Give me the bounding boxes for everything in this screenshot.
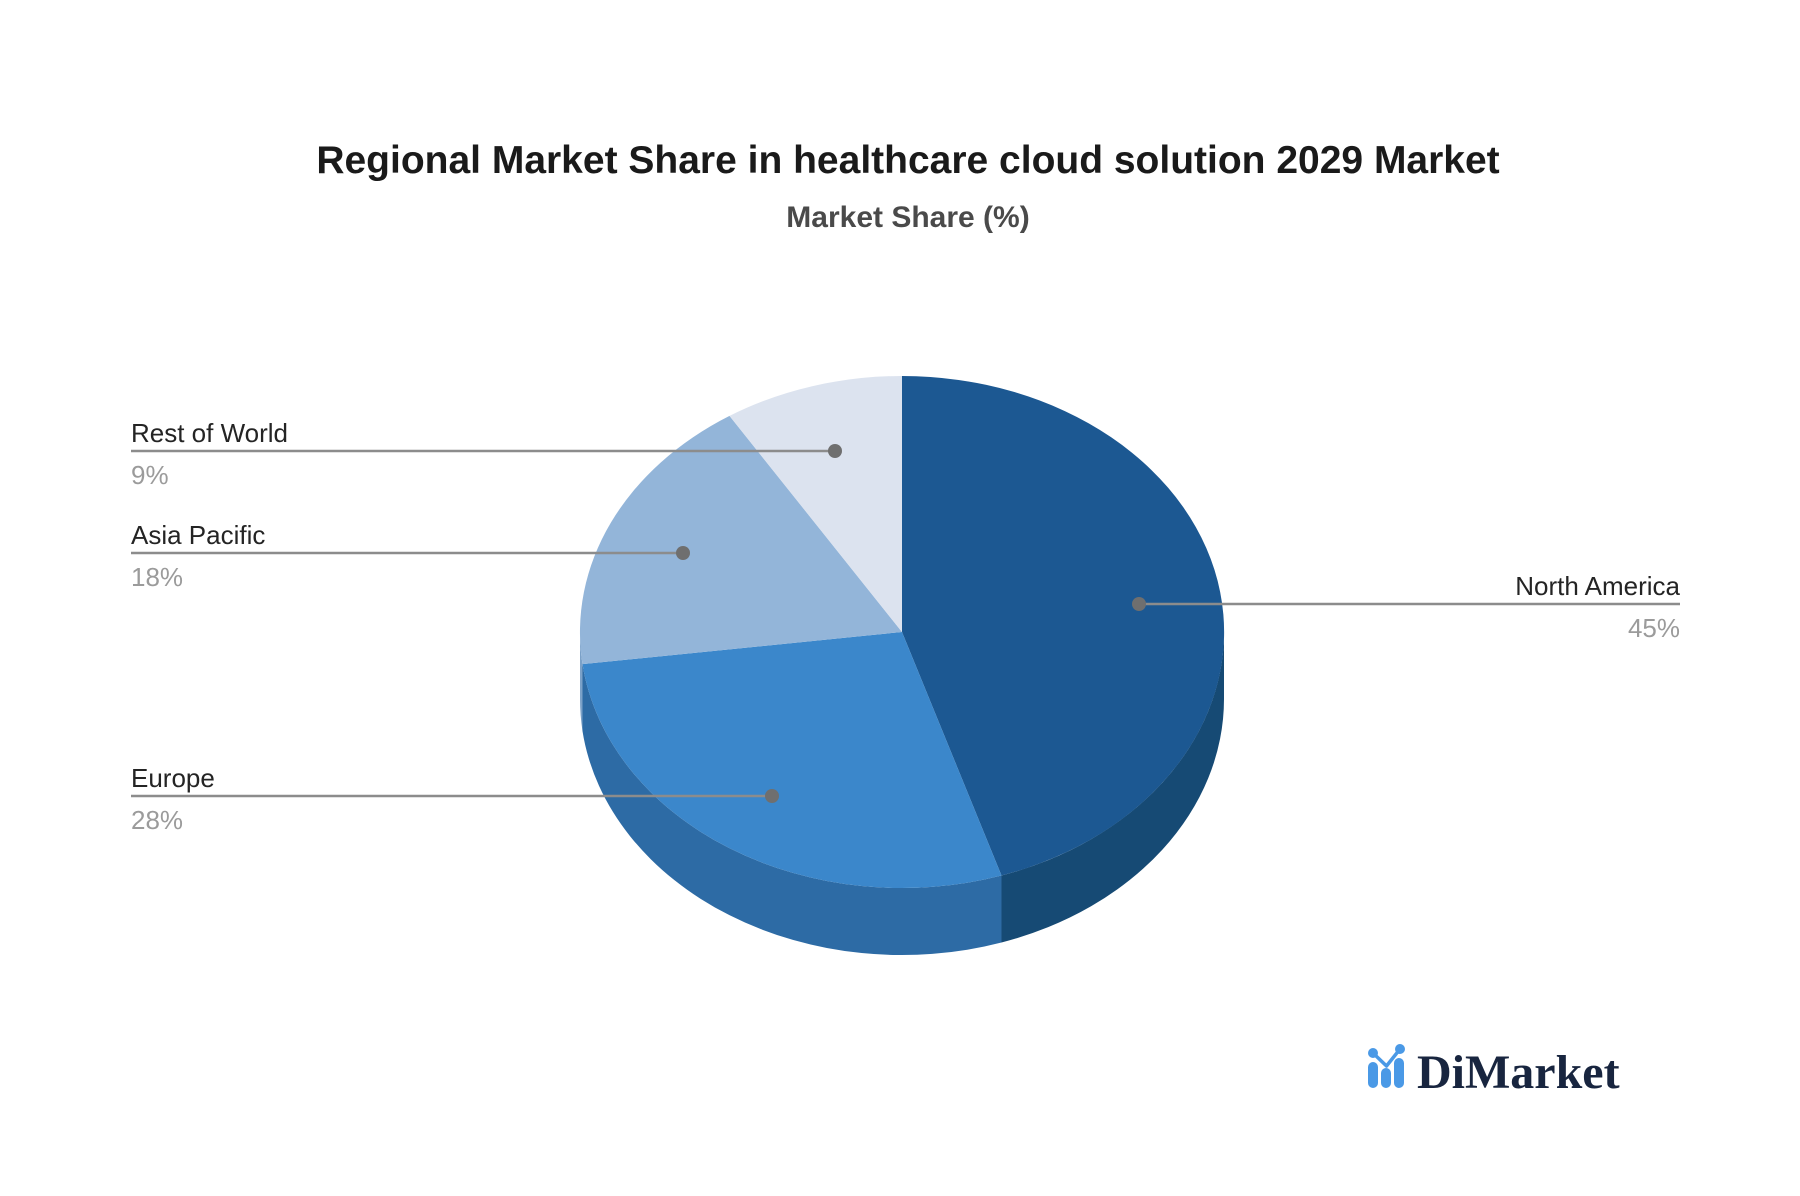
value-rest-of-world: 9% bbox=[131, 460, 169, 490]
logo-bar-2 bbox=[1381, 1068, 1391, 1088]
pie-side-asia-pacific bbox=[579, 632, 583, 732]
leader-dot-asia-pacific bbox=[676, 546, 690, 560]
label-north-america: North America bbox=[1515, 571, 1680, 601]
pie-slice-europe[interactable] bbox=[582, 632, 1002, 889]
logo-trend-line bbox=[1371, 1047, 1402, 1068]
pie-side-europe bbox=[582, 664, 1002, 956]
logo-bar-3 bbox=[1394, 1058, 1404, 1088]
bar-chart-trend-icon bbox=[1368, 1044, 1405, 1088]
pie-slice-rest-of-world[interactable] bbox=[729, 376, 903, 632]
logo-bar-1 bbox=[1368, 1062, 1378, 1088]
chart-title: Regional Market Share in healthcare clou… bbox=[316, 139, 1499, 182]
brand-logo: DiMarket bbox=[1368, 1044, 1620, 1099]
label-europe: Europe bbox=[131, 763, 215, 793]
label-rest-of-world: Rest of World bbox=[131, 418, 288, 448]
pie-3d-side-group bbox=[579, 632, 1224, 956]
chart-subtitle: Market Share (%) bbox=[786, 201, 1029, 234]
label-asia-pacific: Asia Pacific bbox=[131, 520, 265, 550]
value-asia-pacific: 18% bbox=[131, 562, 183, 592]
callout-lines-group bbox=[131, 444, 1680, 803]
logo-dot-1 bbox=[1368, 1048, 1378, 1058]
callout-labels-group: Rest of World 9% Asia Pacific 18% Europe… bbox=[131, 418, 1681, 835]
leader-dot-europe bbox=[765, 789, 779, 803]
pie-slices-group bbox=[579, 376, 1225, 889]
value-europe: 28% bbox=[131, 805, 183, 835]
pie-slice-north-america[interactable] bbox=[902, 376, 1225, 876]
leader-dot-north-america bbox=[1132, 597, 1146, 611]
logo-dot-2 bbox=[1395, 1044, 1405, 1054]
pie-slice-asia-pacific[interactable] bbox=[579, 415, 902, 665]
leader-dot-rest-of-world bbox=[828, 444, 842, 458]
value-north-america: 45% bbox=[1628, 613, 1680, 643]
pie-side-north-america bbox=[1001, 632, 1224, 943]
brand-logo-text: DiMarket bbox=[1417, 1046, 1620, 1099]
